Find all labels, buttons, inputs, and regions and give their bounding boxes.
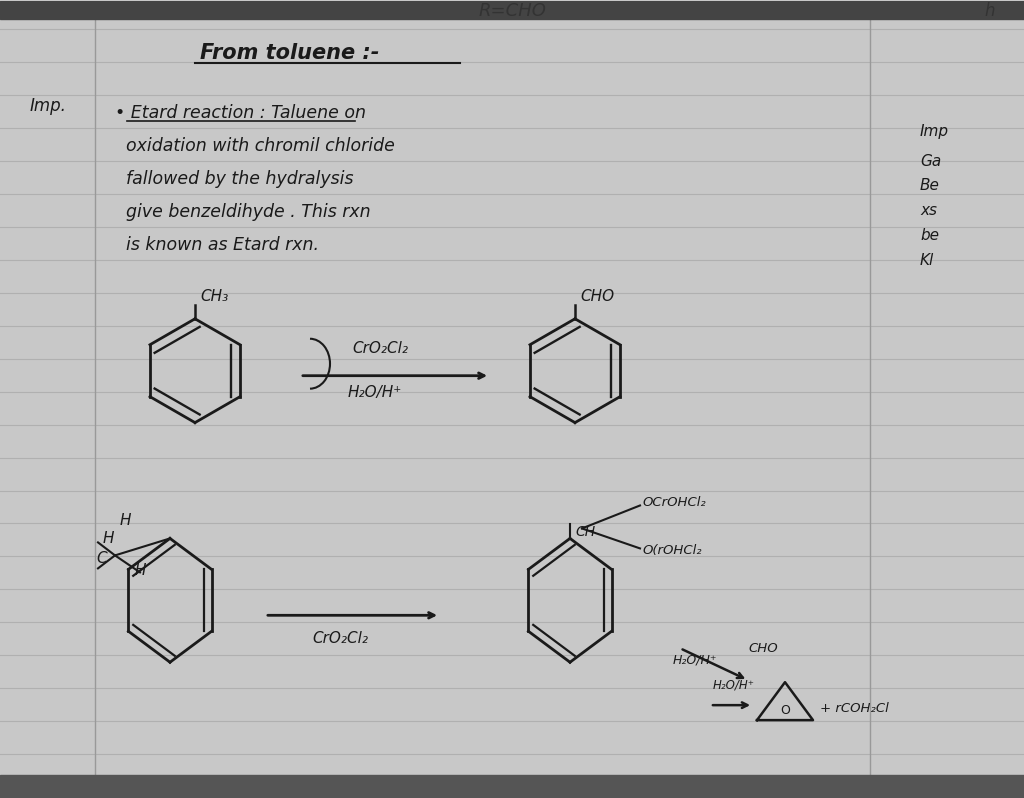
Text: Ga: Ga — [920, 153, 941, 168]
Text: be: be — [920, 228, 939, 243]
Text: OCrOHCl₂: OCrOHCl₂ — [642, 496, 706, 509]
Text: C: C — [96, 551, 108, 566]
Bar — [0, 775, 1024, 798]
Text: H₂O/H⁺: H₂O/H⁺ — [713, 678, 755, 692]
Text: H: H — [119, 513, 131, 528]
Text: • Etard reaction : Taluene on: • Etard reaction : Taluene on — [115, 104, 366, 122]
Text: Be: Be — [920, 179, 940, 193]
Text: h: h — [985, 2, 995, 20]
Text: CrO₂Cl₂: CrO₂Cl₂ — [352, 342, 408, 356]
Text: CHO: CHO — [580, 290, 614, 304]
Text: CH: CH — [575, 525, 595, 539]
Bar — [0, 2, 1024, 19]
Text: + rCOH₂Cl: + rCOH₂Cl — [820, 701, 889, 715]
Text: CHO: CHO — [748, 642, 777, 654]
Text: Kl: Kl — [920, 254, 934, 268]
Text: H₂O/H⁺: H₂O/H⁺ — [673, 654, 717, 666]
Text: R=CHO: R=CHO — [478, 2, 546, 20]
Text: give benzeldihyde . This rxn: give benzeldihyde . This rxn — [115, 203, 371, 221]
Text: H: H — [102, 531, 114, 546]
Text: Imp.: Imp. — [30, 97, 67, 115]
Text: H₂O/H⁺: H₂O/H⁺ — [348, 385, 402, 400]
Text: is known as Etard rxn.: is known as Etard rxn. — [115, 236, 319, 254]
Text: H: H — [134, 563, 145, 578]
Text: From toluene :-: From toluene :- — [200, 43, 379, 63]
Text: CrO₂Cl₂: CrO₂Cl₂ — [312, 630, 368, 646]
Text: oxidation with chromil chloride: oxidation with chromil chloride — [115, 137, 395, 155]
Text: CH₃: CH₃ — [200, 290, 228, 304]
Text: fallowed by the hydralysis: fallowed by the hydralysis — [115, 170, 353, 188]
Text: O: O — [780, 704, 790, 717]
Text: xs: xs — [920, 203, 937, 219]
Text: O(rOHCl₂: O(rOHCl₂ — [642, 544, 701, 557]
Text: Imp: Imp — [920, 124, 949, 139]
